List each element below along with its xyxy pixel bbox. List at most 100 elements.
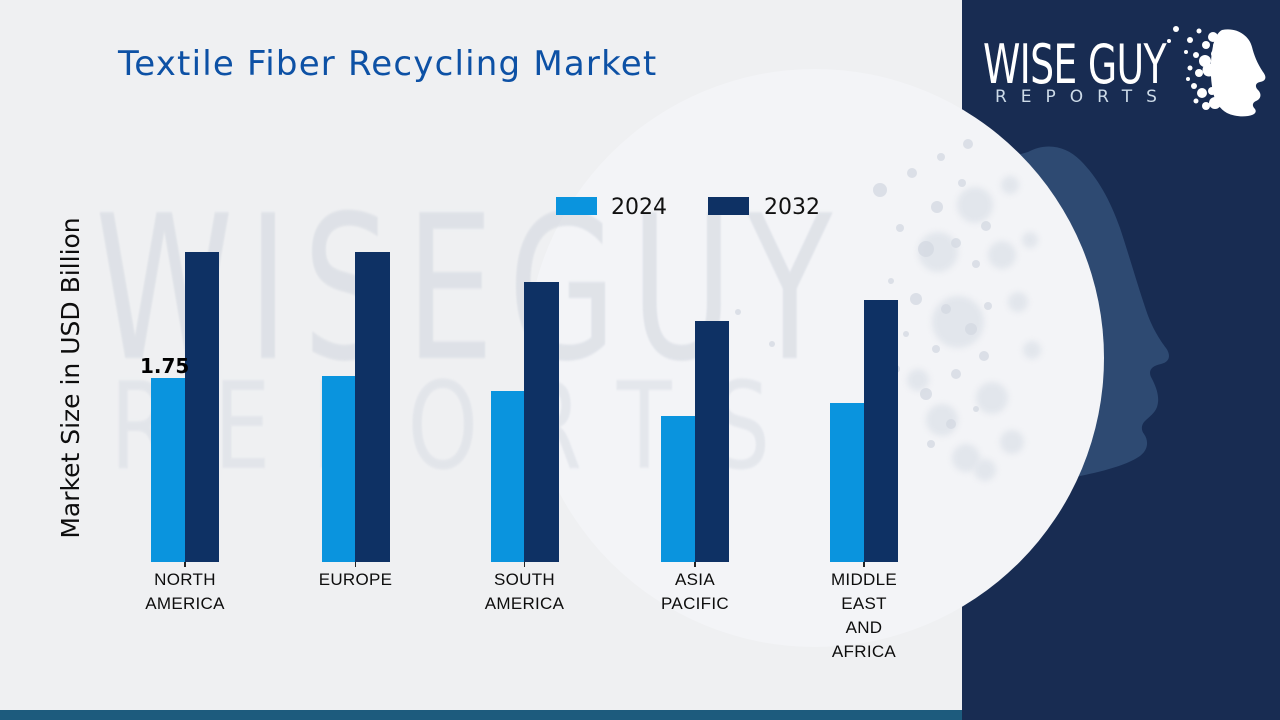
dot (896, 224, 904, 232)
x-tick-europe (354, 562, 357, 567)
dot (1191, 83, 1197, 89)
dot (769, 341, 775, 347)
watermark-reports: REPORTS (110, 358, 812, 497)
bottom-accent-strip (0, 710, 962, 720)
x-tick-south-america (523, 562, 526, 567)
dot (1023, 341, 1041, 359)
dot (958, 179, 966, 187)
bar-2032-middle-east-and-africa (863, 299, 898, 562)
dot (981, 221, 991, 231)
dot (873, 183, 887, 197)
dot (1186, 77, 1190, 81)
dot (932, 345, 940, 353)
dot (903, 331, 909, 337)
category-label-north-america: NORTH (154, 570, 216, 589)
dot (1202, 63, 1216, 77)
bar-2024-europe (321, 376, 355, 562)
logo-wordmark: WISE GUY (983, 33, 1167, 96)
dot (1209, 97, 1221, 109)
dot (951, 369, 961, 379)
dot (1202, 41, 1210, 49)
dot (735, 309, 741, 315)
logo-reports-text: REPORTS (995, 87, 1171, 107)
x-tick-north-america (184, 562, 186, 567)
dot (1001, 176, 1019, 194)
dot (1208, 32, 1218, 42)
dot (1187, 65, 1193, 71)
dot (974, 459, 996, 481)
dot (1008, 292, 1028, 312)
logo-dots-icon (1167, 26, 1227, 110)
page-title: Textile Fiber Recycling Market (118, 44, 658, 84)
x-tick-asia-pacific (694, 562, 696, 567)
bar-2024-asia-pacific (661, 416, 695, 562)
dot (1000, 430, 1024, 454)
data-label-north-america: 1.75 (140, 354, 190, 379)
bar-2024-north-america (151, 378, 185, 562)
dot (907, 369, 929, 391)
dot (941, 304, 951, 314)
category-label-north-america: AMERICA (145, 594, 225, 613)
bar-2032-asia-pacific (694, 320, 729, 562)
dot (1022, 232, 1038, 248)
legend-swatch-2032 (708, 197, 749, 215)
dot (1212, 74, 1222, 84)
dot (1187, 37, 1193, 43)
category-label-middle-east-and-africa: AFRICA (831, 642, 897, 661)
dot (1213, 40, 1225, 52)
category-label-middle-east-and-africa: AND (845, 618, 883, 637)
category-label-middle-east-and-africa: EAST (841, 594, 887, 613)
dot (1218, 93, 1224, 99)
bar-2024-middle-east-and-africa (830, 403, 864, 562)
bar-2032-north-america (184, 252, 219, 562)
dot (984, 302, 992, 310)
dot (957, 187, 993, 223)
dot (979, 351, 989, 361)
legend-label-2032: 2032 (764, 195, 820, 220)
dot (1195, 69, 1203, 77)
category-label-asia-pacific: ASIA (675, 570, 715, 589)
category-label-middle-east-and-africa: MIDDLE (830, 570, 898, 589)
dot (931, 201, 943, 213)
dot (920, 388, 932, 400)
category-label-europe: EUROPE (318, 570, 393, 589)
dot (1193, 98, 1199, 104)
dot (988, 241, 1016, 269)
dot (1211, 50, 1219, 58)
dot (1202, 102, 1210, 110)
dot (1208, 87, 1216, 95)
dot (951, 238, 961, 248)
dot (965, 323, 977, 335)
dot (927, 440, 935, 448)
dot (888, 278, 894, 284)
dot (1173, 26, 1179, 32)
dot (910, 293, 922, 305)
dot (1196, 28, 1202, 34)
dot (1184, 50, 1188, 54)
dot (976, 382, 1008, 414)
dot (907, 168, 917, 178)
dot (963, 139, 973, 149)
dot (1217, 59, 1227, 69)
dot (937, 153, 945, 161)
dot (1167, 39, 1171, 43)
category-label-south-america: SOUTH (494, 570, 555, 589)
dot (952, 444, 980, 472)
dot (918, 241, 934, 257)
category-label-asia-pacific: PACIFIC (661, 594, 729, 613)
bar-2032-south-america (524, 281, 559, 562)
bar-2032-europe (355, 252, 390, 562)
dot (1197, 88, 1207, 98)
dot (972, 260, 980, 268)
x-tick-middle-east-and-africa (863, 562, 865, 567)
category-label-south-america: AMERICA (484, 594, 565, 613)
legend-label-2024: 2024 (611, 195, 667, 220)
dot (1193, 52, 1199, 58)
dot (946, 419, 956, 429)
bar-2024-south-america (490, 390, 524, 562)
legend-swatch-2024 (556, 197, 597, 215)
